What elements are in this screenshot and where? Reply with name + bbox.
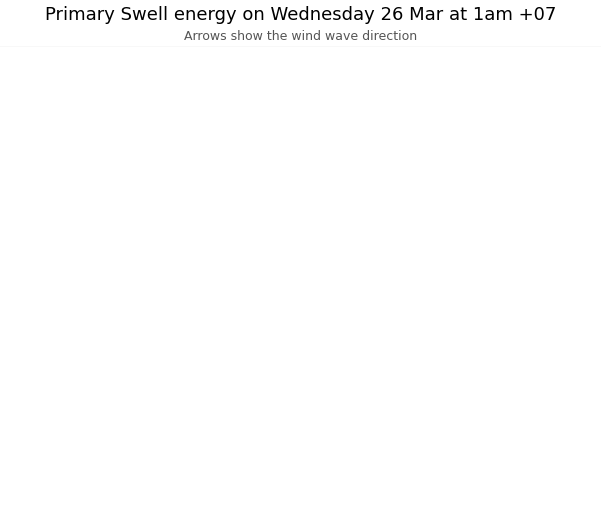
Text: cartopy required: cartopy required: [243, 272, 358, 287]
Text: Arrows show the wind wave direction: Arrows show the wind wave direction: [184, 30, 417, 43]
Text: Primary Swell energy on Wednesday 26 Mar at 1am +07: Primary Swell energy on Wednesday 26 Mar…: [45, 6, 556, 24]
